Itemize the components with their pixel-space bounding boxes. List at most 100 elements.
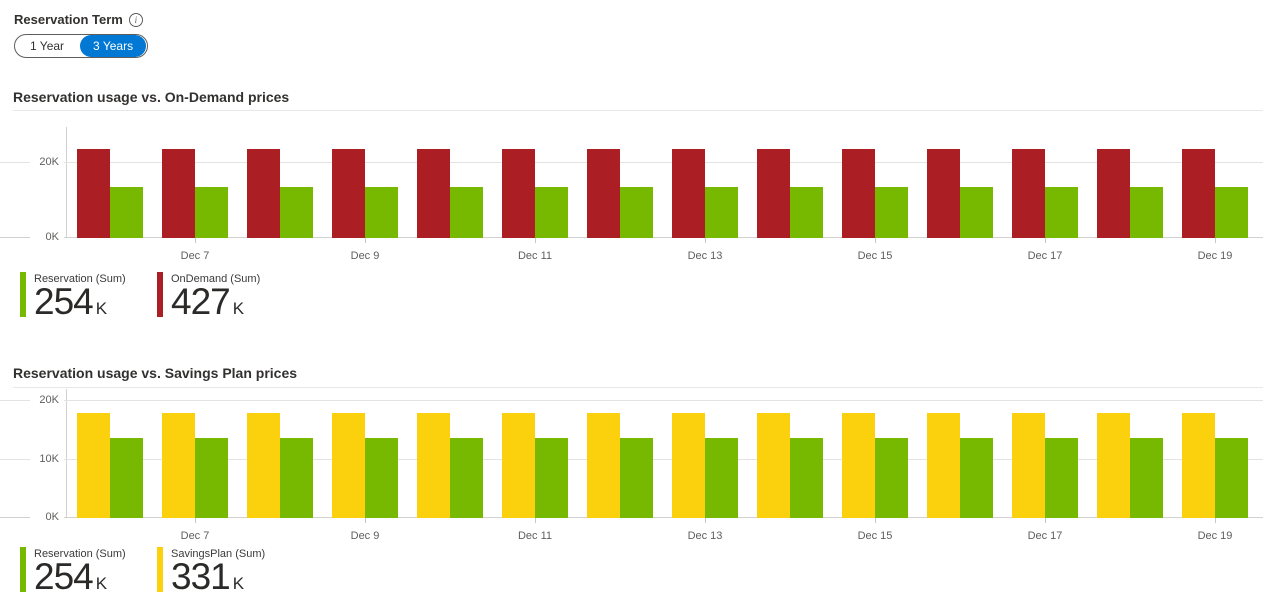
bar-reservation-dec-19[interactable] — [1215, 438, 1248, 518]
bar-savingsplan-dec-8[interactable] — [247, 413, 280, 518]
bar-savingsplan-dec-6[interactable] — [77, 413, 110, 518]
bar-savingsplan-dec-16[interactable] — [927, 413, 960, 518]
bar-reservation-dec-11[interactable] — [535, 438, 568, 518]
y-axis-line — [66, 389, 67, 518]
bar-ondemand-dec-8[interactable] — [247, 149, 280, 238]
bar-reservation-dec-7[interactable] — [195, 438, 228, 518]
legend-sum-unit: K — [232, 574, 245, 593]
x-axis-tick-label: Dec 9 — [350, 530, 380, 542]
x-axis-tick — [1215, 518, 1216, 523]
bar-ondemand-dec-7[interactable] — [162, 149, 195, 238]
bar-reservation-dec-13[interactable] — [705, 187, 738, 238]
bar-ondemand-dec-13[interactable] — [672, 149, 705, 238]
x-axis-tick-label: Dec 9 — [350, 250, 380, 262]
bar-savingsplan-dec-15[interactable] — [842, 413, 875, 518]
bar-reservation-dec-19[interactable] — [1215, 187, 1248, 238]
bar-reservation-dec-18[interactable] — [1130, 438, 1163, 518]
bar-savingsplan-dec-11[interactable] — [502, 413, 535, 518]
bar-reservation-dec-6[interactable] — [110, 187, 143, 238]
x-axis-tick — [1045, 518, 1046, 523]
legend-series-label: SavingsPlan (Sum) — [171, 548, 266, 560]
bar-ondemand-dec-15[interactable] — [842, 149, 875, 238]
bar-reservation-dec-14[interactable] — [790, 438, 823, 518]
info-icon[interactable]: i — [128, 12, 143, 27]
bar-ondemand-dec-10[interactable] — [417, 149, 450, 238]
toggle-option-3-years[interactable]: 3 Years — [80, 35, 147, 57]
savingsplan-chart-title: Reservation usage vs. Savings Plan price… — [13, 365, 298, 381]
bar-savingsplan-dec-17[interactable] — [1012, 413, 1045, 518]
x-axis-tick-label: Dec 11 — [517, 250, 553, 262]
legend-series-label: OnDemand (Sum) — [171, 273, 261, 285]
bar-savingsplan-dec-19[interactable] — [1182, 413, 1215, 518]
bar-reservation-dec-17[interactable] — [1045, 438, 1078, 518]
toggle-option-1-year[interactable]: 1 Year — [15, 35, 79, 57]
x-axis-tick — [705, 238, 706, 243]
x-axis-tick — [195, 518, 196, 523]
legend-text: OnDemand (Sum) 427 K — [171, 272, 260, 325]
bar-reservation-dec-16[interactable] — [960, 438, 993, 518]
bar-reservation-dec-17[interactable] — [1045, 187, 1078, 238]
bar-savingsplan-dec-14[interactable] — [757, 413, 790, 518]
x-axis-tick-label: Dec 17 — [1027, 250, 1063, 262]
legend-item-reservation: Reservation (Sum) 254 K — [20, 272, 137, 325]
bar-ondemand-dec-17[interactable] — [1012, 149, 1045, 238]
bar-savingsplan-dec-7[interactable] — [162, 413, 195, 518]
divider — [13, 387, 1263, 388]
legend-sum-number: 331 — [171, 556, 231, 597]
bar-reservation-dec-10[interactable] — [450, 187, 483, 238]
bar-reservation-dec-11[interactable] — [535, 187, 568, 238]
x-axis-tick — [365, 518, 366, 523]
y-axis-tick-label: 0K — [30, 231, 64, 244]
gridline-20K — [0, 400, 1263, 401]
bar-ondemand-dec-14[interactable] — [757, 149, 790, 238]
legend-text: SavingsPlan (Sum) 331 K — [171, 547, 265, 600]
x-axis-tick — [1215, 238, 1216, 243]
bar-reservation-dec-6[interactable] — [110, 438, 143, 518]
x-axis-tick — [875, 238, 876, 243]
legend-sum-number: 254 — [34, 556, 94, 597]
bar-reservation-dec-18[interactable] — [1130, 187, 1163, 238]
legend-color-swatch — [157, 272, 163, 317]
bar-ondemand-dec-16[interactable] — [927, 149, 960, 238]
bar-reservation-dec-15[interactable] — [875, 438, 908, 518]
legend-sum-value: 331 K — [171, 558, 265, 600]
bar-savingsplan-dec-18[interactable] — [1097, 413, 1130, 518]
bar-ondemand-dec-19[interactable] — [1182, 149, 1215, 238]
x-axis-tick — [535, 238, 536, 243]
bar-savingsplan-dec-10[interactable] — [417, 413, 450, 518]
bar-savingsplan-dec-12[interactable] — [587, 413, 620, 518]
x-axis-tick-label: Dec 15 — [857, 530, 893, 542]
bar-reservation-dec-12[interactable] — [620, 438, 653, 518]
bar-reservation-dec-8[interactable] — [280, 187, 313, 238]
x-axis-tick — [875, 518, 876, 523]
bar-reservation-dec-13[interactable] — [705, 438, 738, 518]
x-axis-tick-label: Dec 11 — [517, 530, 553, 542]
bar-reservation-dec-15[interactable] — [875, 187, 908, 238]
x-axis-tick-label: Dec 7 — [180, 250, 210, 262]
legend-sum-value: 254 K — [34, 283, 126, 325]
bar-savingsplan-dec-13[interactable] — [672, 413, 705, 518]
x-axis-tick-label: Dec 19 — [1197, 530, 1233, 542]
x-axis-tick — [1045, 238, 1046, 243]
bar-reservation-dec-7[interactable] — [195, 187, 228, 238]
legend-sum-unit: K — [95, 574, 108, 593]
bar-ondemand-dec-9[interactable] — [332, 149, 365, 238]
legend-text: Reservation (Sum) 254 K — [34, 547, 126, 600]
bar-ondemand-dec-11[interactable] — [502, 149, 535, 238]
bar-reservation-dec-14[interactable] — [790, 187, 823, 238]
bar-reservation-dec-16[interactable] — [960, 187, 993, 238]
bar-reservation-dec-8[interactable] — [280, 438, 313, 518]
bar-reservation-dec-9[interactable] — [365, 187, 398, 238]
x-axis-tick — [365, 238, 366, 243]
reservation-term-section: Reservation Term i 1 Year 3 Years — [14, 12, 149, 58]
bar-ondemand-dec-18[interactable] — [1097, 149, 1130, 238]
bar-savingsplan-dec-9[interactable] — [332, 413, 365, 518]
bar-ondemand-dec-6[interactable] — [77, 149, 110, 238]
bar-ondemand-dec-12[interactable] — [587, 149, 620, 238]
ondemand-chart-legend: Reservation (Sum) 254 K OnDemand (Sum) 427 K — [20, 272, 274, 325]
bar-reservation-dec-10[interactable] — [450, 438, 483, 518]
legend-sum-unit: K — [232, 299, 245, 318]
bar-reservation-dec-9[interactable] — [365, 438, 398, 518]
bar-reservation-dec-12[interactable] — [620, 187, 653, 238]
